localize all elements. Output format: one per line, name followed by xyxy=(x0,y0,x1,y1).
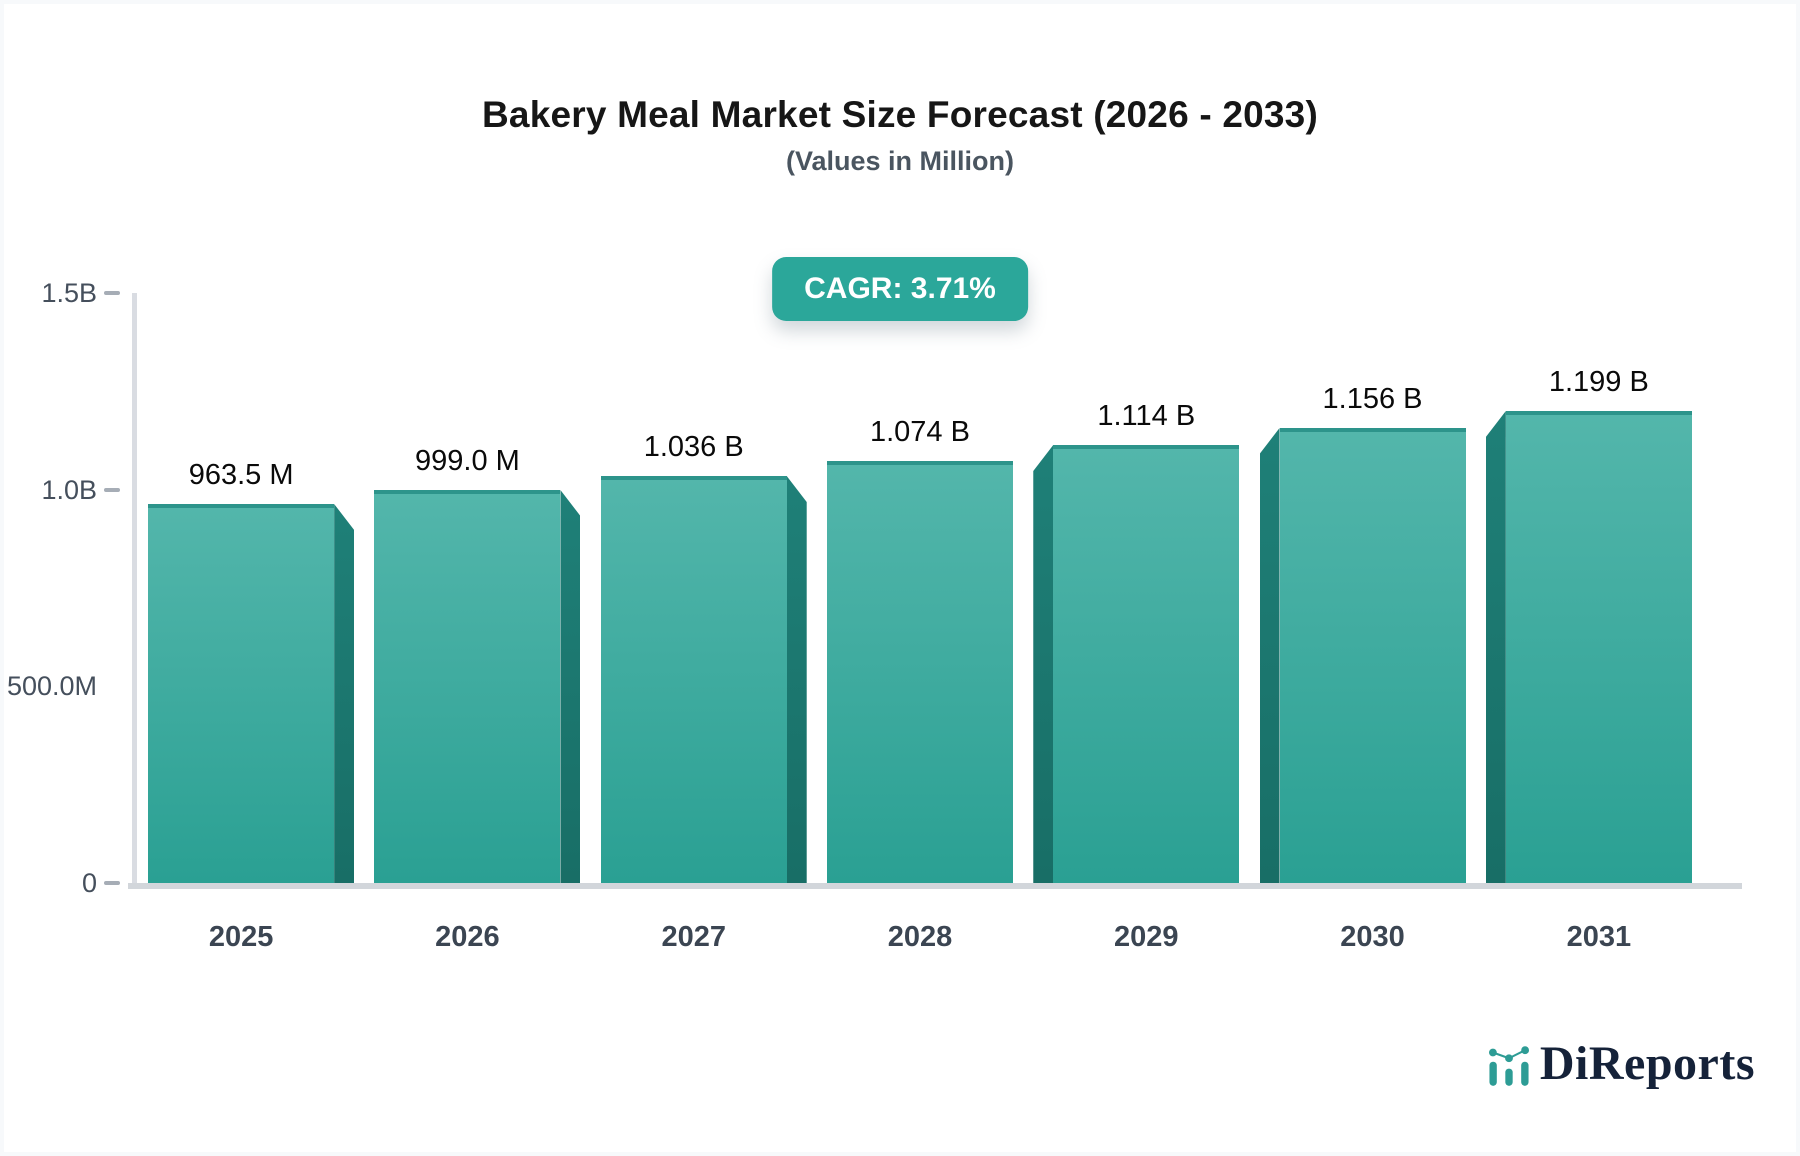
bar-2028 xyxy=(826,461,1013,883)
x-axis-label: 2026 xyxy=(435,921,500,953)
y-tick-label: 1.0B xyxy=(41,474,97,505)
bar-side-face xyxy=(334,504,355,883)
bar-value-label: 963.5 M xyxy=(188,459,294,491)
x-axis-baseline xyxy=(128,883,1742,889)
bar-side-face xyxy=(1033,445,1054,883)
y-tick-dash xyxy=(104,487,120,492)
y-axis-line xyxy=(132,293,137,889)
x-axis-label: 2025 xyxy=(208,921,274,953)
x-axis-label: 2027 xyxy=(661,921,726,953)
direports-logo: DiReports xyxy=(1486,1036,1755,1091)
bar-value-label: 1.114 B xyxy=(1097,400,1196,432)
x-axis-label: 2030 xyxy=(1340,921,1405,953)
bar-slot-2025: 963.5 M 2025 xyxy=(128,293,355,953)
bar-slot-2029: 1.114 B 2029 xyxy=(1033,293,1259,953)
x-axis-label: 2029 xyxy=(1114,921,1179,953)
y-tick-label: 500.0M xyxy=(6,671,97,702)
bar-slot-2026: 999.0 M 2026 xyxy=(354,293,581,953)
bar-value-label: 1.156 B xyxy=(1322,383,1423,415)
bar-2025 xyxy=(148,504,335,883)
bar-2030 xyxy=(1279,428,1466,883)
bar-value-label: 1.036 B xyxy=(643,431,744,463)
bar-2029 xyxy=(1053,445,1240,883)
bar-2031 xyxy=(1505,411,1692,883)
bar-slot-2028: 1.074 B 2028 xyxy=(807,293,1033,953)
bar-2027 xyxy=(600,476,787,883)
bar-side-face xyxy=(1485,411,1506,883)
x-axis-label: 2028 xyxy=(887,921,953,953)
chart-subtitle: (Values in Million) xyxy=(785,146,1015,176)
bar-2026 xyxy=(374,490,561,883)
plot-area: 0 500.0M 1.0B 1.5B 963.5 M 2025 999.0 M 2026 1.… xyxy=(0,278,1800,953)
y-tick-dash xyxy=(104,881,120,885)
y-tick-dash xyxy=(104,291,120,295)
y-tick-label: 0 xyxy=(81,868,97,898)
bar-side-face xyxy=(1259,428,1280,883)
bar-value-label: 1.199 B xyxy=(1548,366,1649,398)
bar-value-label: 1.074 B xyxy=(869,416,970,448)
chart-title: Bakery Meal Market Size Forecast (2026 -… xyxy=(482,94,1318,135)
direports-logo-icon xyxy=(1488,1045,1529,1086)
cagr-badge: CAGR: 3.71% xyxy=(772,257,1028,321)
bar-side-face xyxy=(560,490,581,883)
bar-slot-2031: 1.199 B 2031 xyxy=(1485,293,1712,953)
bar-series: 963.5 M 2025 999.0 M 2026 1.036 B 2027 1.074 B… xyxy=(128,293,1712,953)
y-tick-label: 1.5B xyxy=(41,278,97,308)
x-axis-label: 2031 xyxy=(1566,921,1632,953)
bar-side-face xyxy=(786,476,807,883)
bar-slot-2027: 1.036 B 2027 xyxy=(581,293,807,953)
bar-slot-2030: 1.156 B 2030 xyxy=(1259,293,1485,953)
bar-value-label: 999.0 M xyxy=(415,445,520,477)
direports-logo-text: DiReports xyxy=(1539,1037,1755,1090)
